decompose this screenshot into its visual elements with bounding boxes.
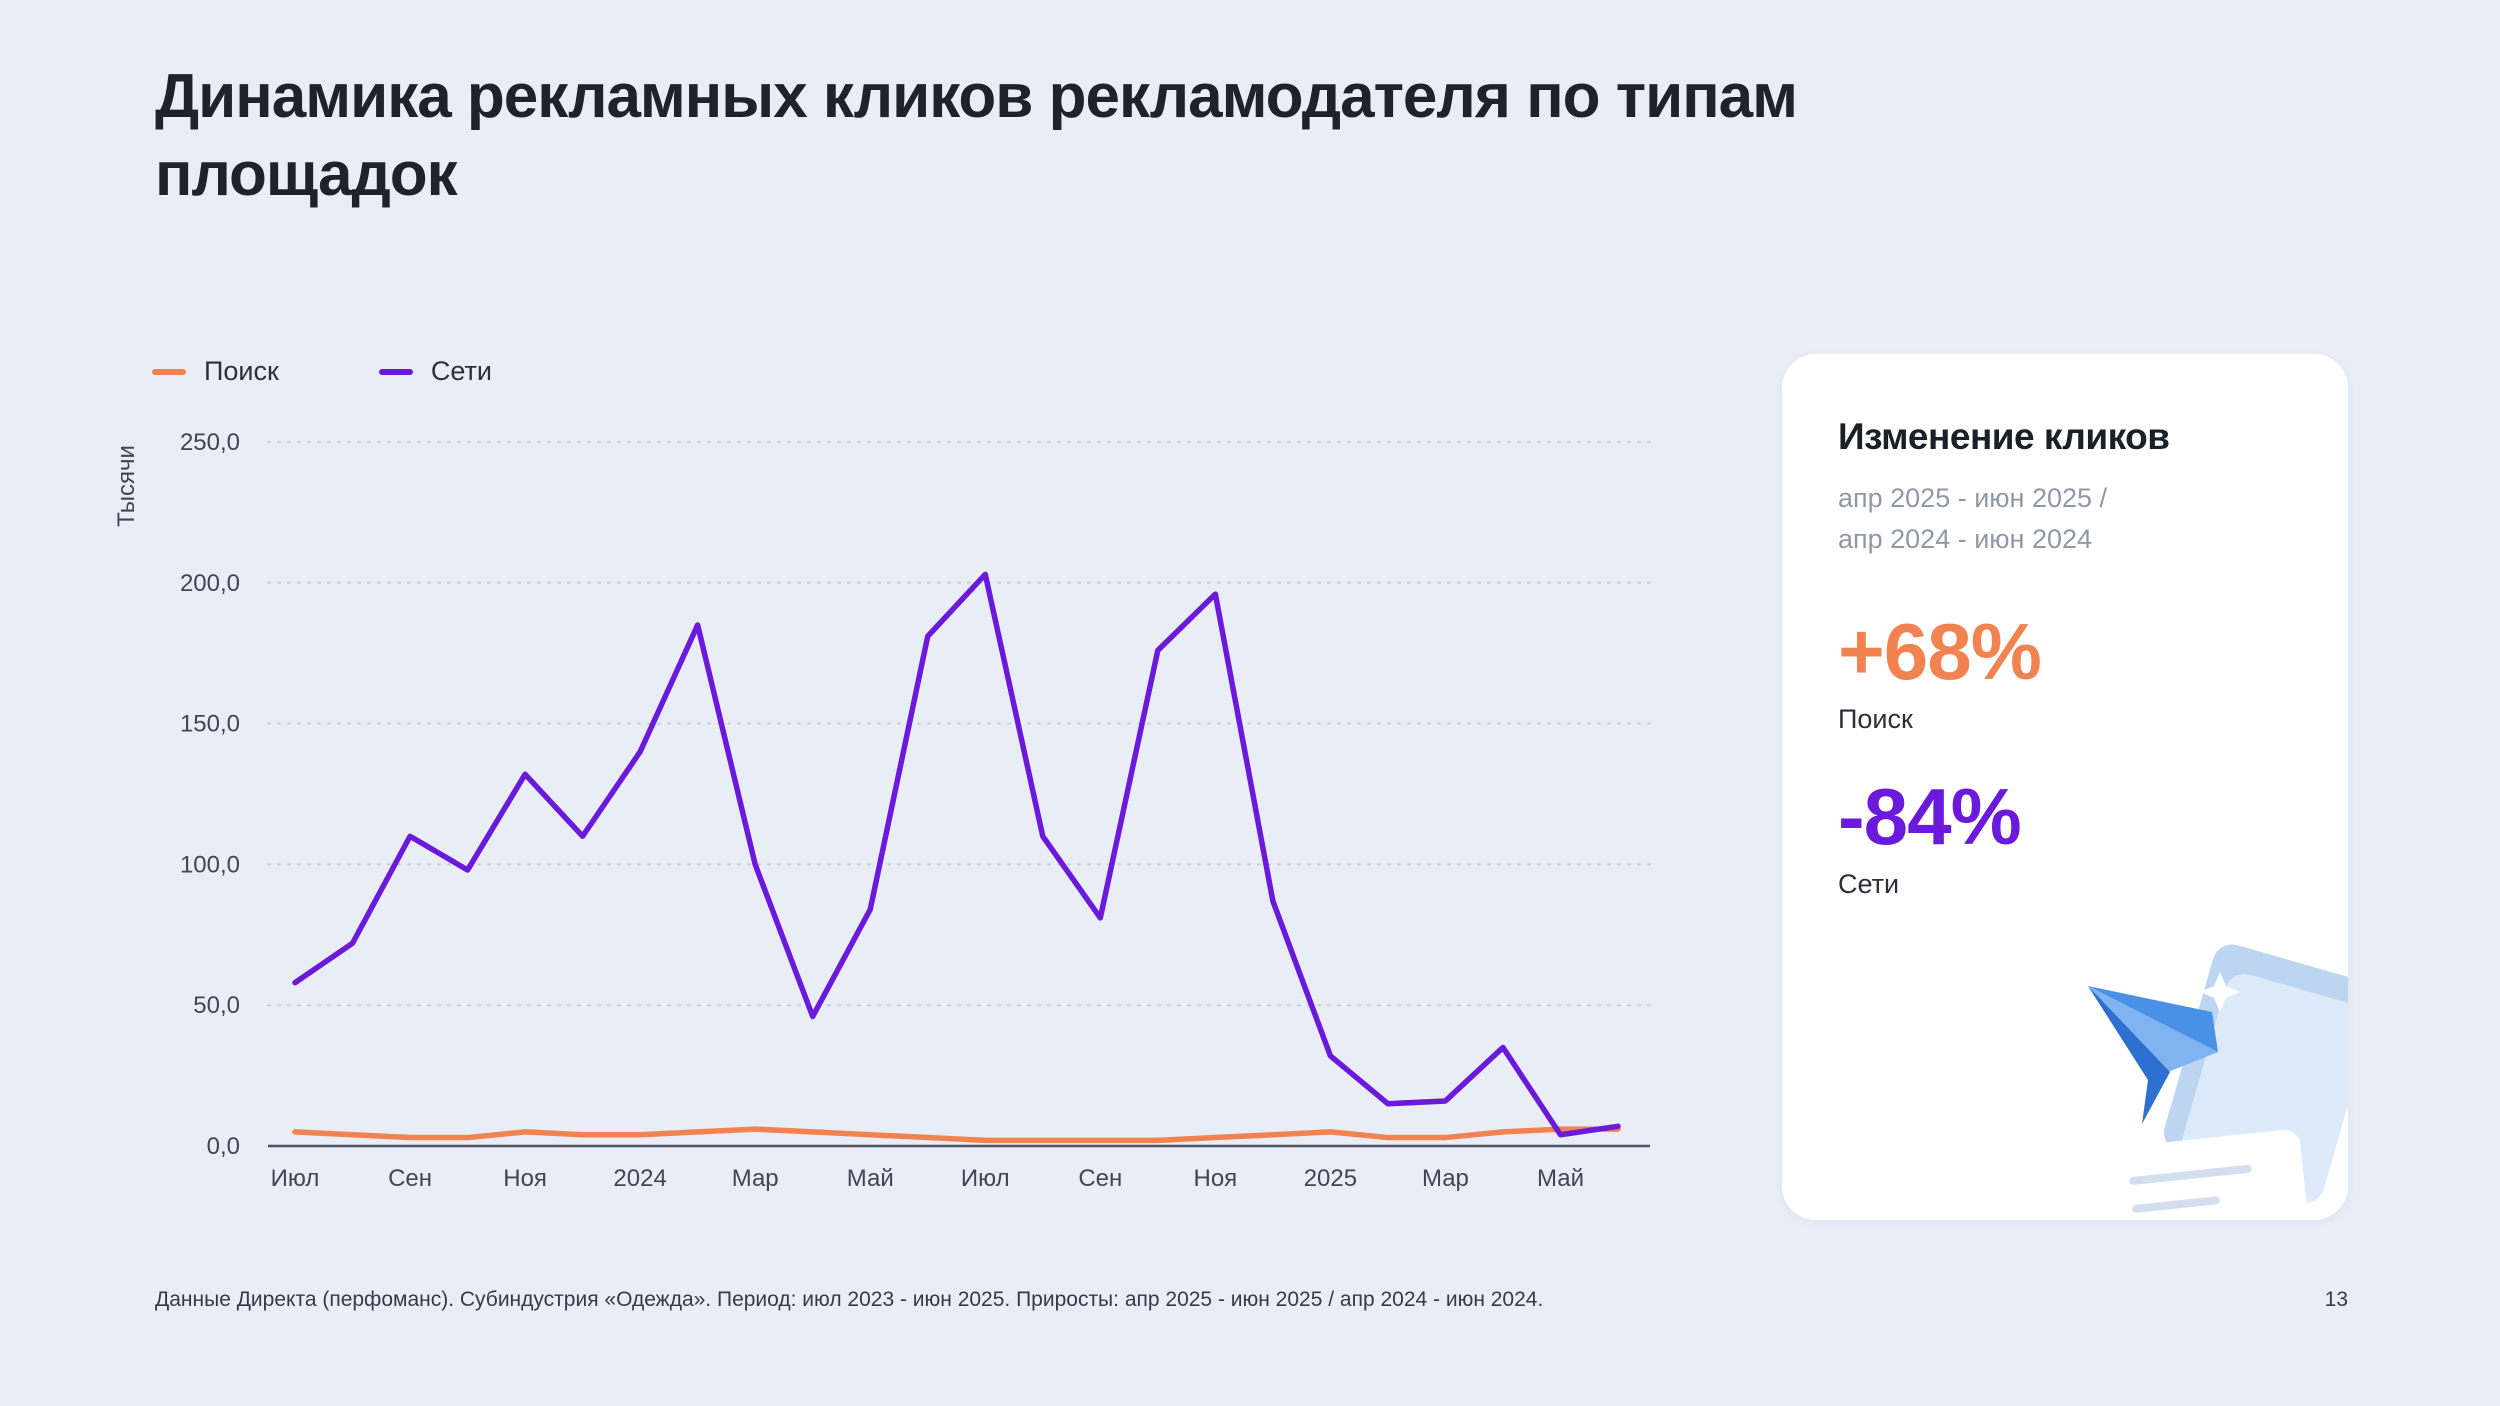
page-title: Динамика рекламных кликов рекламодателя … <box>155 58 1798 213</box>
metric-search-label: Поиск <box>1838 704 1913 734</box>
svg-text:Май: Май <box>847 1165 894 1192</box>
card-period: апр 2025 - июн 2025 / апр 2024 - июн 2024 <box>1838 478 2292 560</box>
svg-text:Тысячи: Тысячи <box>113 445 140 527</box>
clicks-illustration <box>2088 944 2348 1220</box>
svg-text:Июл: Июл <box>271 1165 320 1192</box>
metric-search-value: +68% <box>1838 607 2042 696</box>
page-title-line-2: площадок <box>155 139 458 209</box>
svg-text:Сен: Сен <box>1078 1165 1122 1192</box>
footer: Данные Директа (перфоманс). Субиндустрия… <box>155 1288 2348 1312</box>
metric-networks-value: -84% <box>1838 772 2022 861</box>
page-title-line-1: Динамика рекламных кликов рекламодателя … <box>155 62 1798 131</box>
legend-label-networks: Сети <box>430 356 492 386</box>
svg-text:Мар: Мар <box>1422 1165 1469 1192</box>
svg-text:100,0: 100,0 <box>180 851 240 878</box>
svg-text:Май: Май <box>1537 1165 1584 1192</box>
svg-text:0,0: 0,0 <box>207 1133 240 1160</box>
summary-card: Изменение кликов апр 2025 - июн 2025 /ап… <box>1782 354 2348 1220</box>
svg-text:250,0: 250,0 <box>180 429 240 456</box>
networks-series-swatch <box>378 368 413 375</box>
card-period-line-1: апр 2025 - июн 2025 / <box>1838 483 2108 513</box>
legend-item-search: Поиск <box>152 356 279 387</box>
svg-text:50,0: 50,0 <box>193 992 240 1019</box>
svg-text:Мар: Мар <box>732 1165 779 1192</box>
svg-text:2025: 2025 <box>1304 1165 1357 1192</box>
footnote: Данные Директа (перфоманс). Субиндустрия… <box>155 1288 1544 1311</box>
legend-label-search: Поиск <box>204 356 279 386</box>
svg-text:2024: 2024 <box>613 1165 666 1192</box>
metric-search: +68% Поиск <box>1838 612 2292 735</box>
svg-text:Июл: Июл <box>961 1165 1010 1192</box>
page-number: 13 <box>2324 1288 2348 1311</box>
card-title: Изменение кликов <box>1838 416 2170 457</box>
paper-plane-icon <box>2088 986 2218 1124</box>
chart-legend: Поиск Сети <box>152 356 492 387</box>
metric-networks: -84% Сети <box>1838 777 2292 900</box>
svg-text:Ноя: Ноя <box>1194 1165 1238 1192</box>
metric-networks-label: Сети <box>1838 869 1900 899</box>
svg-text:200,0: 200,0 <box>180 570 240 597</box>
clicks-line-chart: 0,0 50,0 100,0 150,0 200,0 250,0 Июл Сен Ноя 2024… <box>113 429 1651 1192</box>
legend-item-networks: Сети <box>378 356 492 387</box>
search-series-swatch <box>152 368 186 375</box>
svg-text:Ноя: Ноя <box>503 1165 547 1192</box>
svg-text:150,0: 150,0 <box>180 711 240 738</box>
card-period-line-2: апр 2024 - июн 2024 <box>1838 524 2093 554</box>
svg-text:Сен: Сен <box>388 1165 432 1192</box>
